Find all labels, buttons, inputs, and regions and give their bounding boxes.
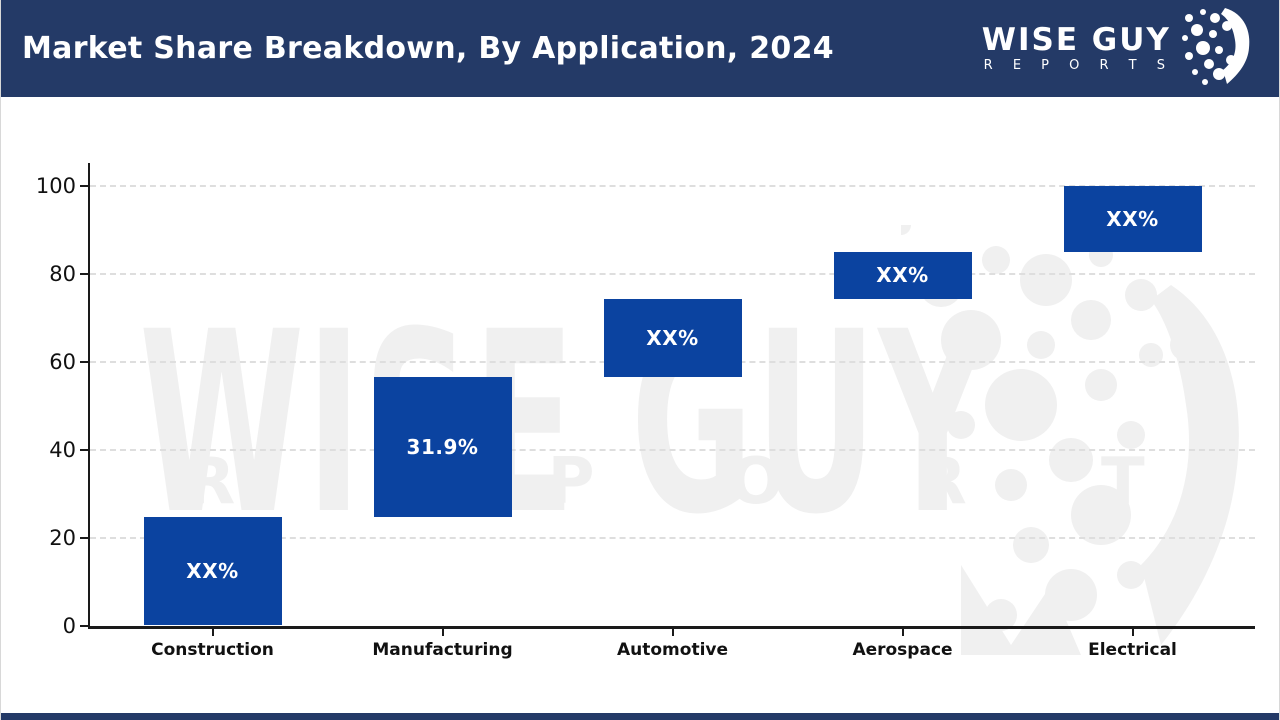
- y-axis-tick-label: 20: [49, 525, 76, 550]
- bar-value-label: XX%: [1106, 206, 1159, 231]
- gridline: [90, 448, 1255, 451]
- bar-automotive: XX%: [603, 298, 742, 378]
- bar-value-label: XX%: [876, 263, 929, 288]
- header-bar: Market Share Breakdown, By Application, …: [1, 0, 1279, 97]
- y-axis-tick-label: 40: [49, 437, 76, 462]
- bar-value-label: XX%: [186, 559, 239, 584]
- y-axis-line: [88, 163, 90, 628]
- x-axis-label: Aerospace: [852, 639, 953, 660]
- brand-subtitle: R E P O R T S: [983, 57, 1173, 73]
- brand-name: WISE GUY: [981, 22, 1171, 59]
- y-axis-tick-label: 60: [49, 349, 76, 374]
- bar-aerospace: XX%: [833, 251, 972, 299]
- x-axis-tick: [671, 627, 674, 636]
- x-axis-label: Electrical: [1088, 639, 1177, 660]
- gridline: [90, 185, 1255, 187]
- footer-bar: [1, 713, 1279, 720]
- y-axis-tick: [80, 185, 88, 187]
- x-axis-tick: [1131, 627, 1134, 636]
- brand-logo: WISE GUY R E P O R T S: [980, 4, 1253, 94]
- bar-value-label: XX%: [646, 326, 699, 351]
- brand-logo-text: WISE GUY R E P O R T S: [980, 24, 1173, 73]
- bar-value-label: 31.9%: [406, 435, 479, 460]
- y-axis-tick: [80, 360, 88, 363]
- gridline: [90, 272, 1255, 275]
- bar-manufacturing: 31.9%: [373, 377, 512, 518]
- x-axis-label: Manufacturing: [372, 639, 513, 660]
- bar-construction: XX%: [143, 517, 282, 626]
- x-axis-line: [88, 625, 1255, 629]
- bar-electrical: XX%: [1063, 186, 1202, 252]
- x-axis-label: Automotive: [616, 639, 729, 660]
- watermark-brand-text: WISE GUY: [139, 278, 989, 570]
- brand-head-dots-icon: [1175, 4, 1253, 94]
- y-axis-tick: [80, 448, 88, 451]
- waterfall-bar-chart: 0 20 40 60 80 100 XX% 31.9% XX% XX% XX% Constructio…: [1, 97, 1280, 713]
- y-axis-tick-label: 0: [62, 613, 76, 638]
- y-axis-tick-label: 80: [49, 261, 76, 286]
- y-axis-tick-label: 100: [35, 174, 76, 198]
- x-axis-tick: [441, 627, 444, 636]
- gridline: [90, 536, 1255, 539]
- watermark-head-dots: [891, 215, 1261, 669]
- x-axis-tick: [901, 627, 904, 636]
- y-axis-tick: [80, 536, 88, 539]
- page-title: Market Share Breakdown, By Application, …: [22, 31, 834, 66]
- x-axis-tick: [211, 627, 214, 636]
- y-axis-tick: [80, 272, 88, 275]
- x-axis-label: Construction: [151, 639, 274, 660]
- y-axis-tick: [80, 624, 88, 627]
